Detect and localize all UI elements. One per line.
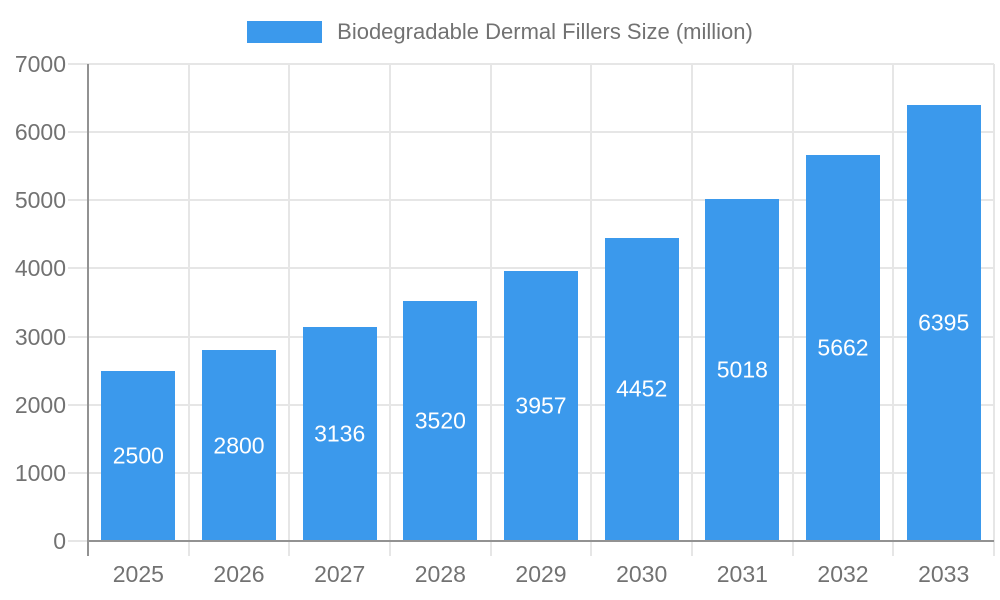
bar-value-label: 3957 [515,392,567,419]
y-axis-tick-label: 3000 [14,323,66,350]
y-axis-tick-label: 0 [53,528,66,554]
legend[interactable]: Biodegradable Dermal Fillers Size (milli… [0,19,1000,45]
x-axis-tick-label: 2025 [112,561,164,587]
gridline-vertical [389,64,391,556]
y-axis-tick-label: 2000 [14,391,66,418]
bar-value-label: 6395 [918,309,970,336]
bar-value-label: 2800 [213,432,265,459]
bar-value-label: 5662 [817,334,869,361]
bar-2032[interactable] [806,155,880,541]
x-axis-tick-label: 2027 [314,561,366,587]
x-axis-tick-label: 2028 [414,561,466,587]
y-axis-line [87,64,89,556]
x-axis-tick-label: 2032 [817,561,869,587]
bar-2028[interactable] [403,301,478,541]
gridline-vertical [187,64,190,556]
y-axis-tick-label: 5000 [14,187,66,214]
bar-2026[interactable] [202,350,276,541]
bar-value-label: 3136 [314,420,366,447]
y-axis-tick-label: 4000 [14,255,66,282]
bar-value-label: 4452 [616,375,668,402]
bar-value-label: 3520 [414,407,466,434]
gridline-vertical [691,64,693,556]
gridline-vertical [288,64,291,556]
gridline-horizontal [68,267,994,270]
x-axis-line [87,540,994,542]
gridline-vertical [590,64,593,556]
bar-2029[interactable] [504,271,578,541]
y-axis-tick-label: 6000 [14,119,66,146]
gridline-horizontal [68,199,994,202]
bar-2030[interactable] [604,237,679,541]
gridline-vertical [791,64,794,556]
x-axis-tick-label: 2029 [515,561,567,587]
legend-label: Biodegradable Dermal Fillers Size (milli… [337,19,753,44]
gridline-vertical [892,64,895,556]
bar-2031[interactable] [705,199,780,541]
y-axis-tick-label: 7000 [14,51,66,77]
gridline-vertical [993,64,995,556]
x-axis-tick-label: 2033 [918,561,970,587]
gridline-horizontal [68,63,994,65]
bar-2027[interactable] [302,327,377,541]
gridline-horizontal [68,131,994,134]
y-axis-tick-label: 1000 [14,459,66,486]
bar-2033[interactable] [906,105,981,541]
x-axis-tick-label: 2026 [213,561,265,587]
bar-value-label: 5018 [716,356,768,383]
x-axis-tick-label: 2031 [716,561,768,587]
legend-swatch-icon [247,21,323,43]
gridline-vertical [489,64,492,556]
bar-2025[interactable] [101,370,176,541]
x-axis-tick-label: 2030 [616,561,668,587]
bar-value-label: 2500 [112,442,164,469]
